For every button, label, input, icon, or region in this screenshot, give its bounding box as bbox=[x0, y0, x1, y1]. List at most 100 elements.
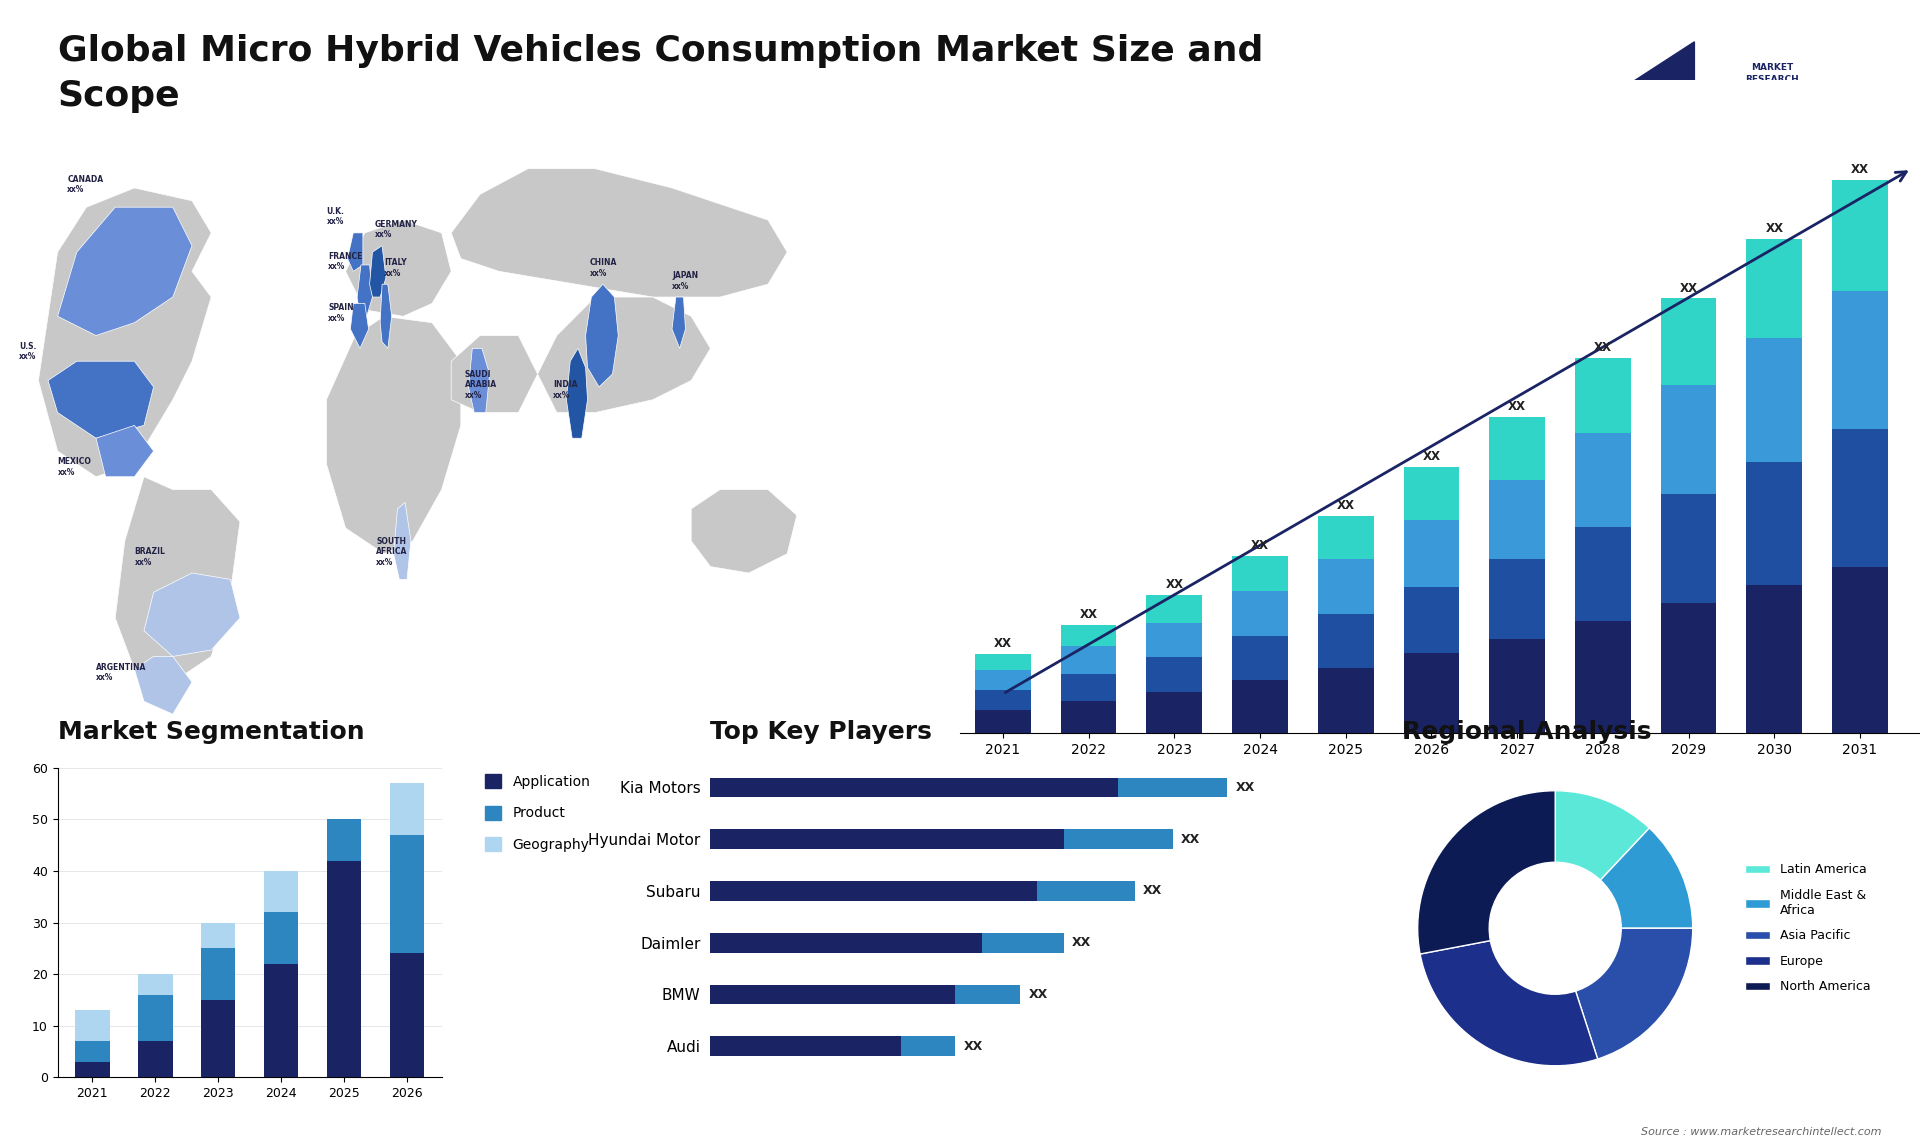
Text: Global Micro Hybrid Vehicles Consumption Market Size and
Scope: Global Micro Hybrid Vehicles Consumption… bbox=[58, 34, 1263, 113]
Polygon shape bbox=[96, 425, 154, 477]
Bar bbox=[710, 933, 983, 952]
Bar bbox=[1661, 385, 1716, 494]
Text: BRAZIL
xx%: BRAZIL xx% bbox=[134, 547, 165, 566]
Bar bbox=[1060, 646, 1116, 674]
Bar bbox=[75, 1011, 109, 1041]
Bar bbox=[1233, 556, 1288, 591]
Bar bbox=[263, 964, 298, 1077]
Text: Regional Analysis: Regional Analysis bbox=[1402, 720, 1651, 744]
Polygon shape bbox=[538, 297, 710, 413]
Bar bbox=[1747, 462, 1803, 586]
Text: U.S.
xx%: U.S. xx% bbox=[19, 342, 36, 361]
Text: Top Key Players: Top Key Players bbox=[710, 720, 933, 744]
Text: ITALY
xx%: ITALY xx% bbox=[384, 258, 407, 277]
Bar bbox=[710, 778, 1117, 798]
Bar bbox=[1060, 701, 1116, 733]
Bar bbox=[975, 709, 1031, 733]
Text: XX: XX bbox=[1423, 449, 1440, 463]
Bar bbox=[1317, 559, 1373, 614]
Bar bbox=[1832, 429, 1887, 567]
Text: XX: XX bbox=[964, 1039, 983, 1053]
Bar bbox=[326, 819, 361, 861]
Bar bbox=[1404, 587, 1459, 653]
Legend: Latin America, Middle East &
Africa, Asia Pacific, Europe, North America: Latin America, Middle East & Africa, Asi… bbox=[1740, 858, 1876, 998]
Polygon shape bbox=[38, 188, 211, 477]
Text: XX: XX bbox=[1181, 833, 1200, 846]
Bar bbox=[983, 933, 1064, 952]
Bar bbox=[1146, 622, 1202, 658]
Bar bbox=[1404, 653, 1459, 733]
Bar bbox=[1574, 433, 1630, 527]
Bar bbox=[1747, 338, 1803, 462]
Polygon shape bbox=[58, 207, 192, 336]
Bar bbox=[1404, 466, 1459, 520]
Polygon shape bbox=[357, 265, 372, 316]
Bar bbox=[202, 999, 236, 1077]
Bar bbox=[390, 784, 424, 834]
Text: U.K.
xx%: U.K. xx% bbox=[326, 207, 344, 227]
Text: XX: XX bbox=[1336, 499, 1356, 512]
Bar bbox=[1832, 180, 1887, 291]
Bar bbox=[1117, 778, 1227, 798]
Bar bbox=[975, 654, 1031, 670]
Text: Market Segmentation: Market Segmentation bbox=[58, 720, 365, 744]
Wedge shape bbox=[1555, 791, 1649, 880]
Bar bbox=[1317, 516, 1373, 559]
Polygon shape bbox=[48, 361, 154, 438]
Bar bbox=[1490, 559, 1546, 638]
Bar bbox=[1747, 586, 1803, 733]
Bar bbox=[263, 912, 298, 964]
Bar bbox=[954, 984, 1021, 1004]
Bar bbox=[1490, 638, 1546, 733]
Text: SAUDI
ARABIA
xx%: SAUDI ARABIA xx% bbox=[465, 370, 497, 400]
Bar bbox=[710, 881, 1037, 901]
Bar bbox=[138, 1041, 173, 1077]
Bar bbox=[326, 861, 361, 1077]
Bar bbox=[1574, 358, 1630, 433]
Text: XX: XX bbox=[1071, 936, 1091, 949]
Polygon shape bbox=[1622, 96, 1703, 143]
Bar bbox=[202, 949, 236, 999]
Text: XX: XX bbox=[1029, 988, 1048, 1000]
Text: ARGENTINA
xx%: ARGENTINA xx% bbox=[96, 662, 146, 682]
Text: GERMANY
xx%: GERMANY xx% bbox=[374, 220, 417, 240]
Polygon shape bbox=[380, 284, 392, 348]
Bar bbox=[975, 690, 1031, 709]
Text: SOUTH
AFRICA
xx%: SOUTH AFRICA xx% bbox=[376, 536, 407, 566]
Text: XX: XX bbox=[1680, 282, 1697, 295]
Legend: Application, Product, Geography: Application, Product, Geography bbox=[480, 769, 595, 857]
Polygon shape bbox=[468, 348, 490, 413]
Bar bbox=[1146, 658, 1202, 692]
Polygon shape bbox=[451, 168, 787, 297]
Bar bbox=[710, 830, 1064, 849]
Bar bbox=[710, 1036, 900, 1055]
Text: XX: XX bbox=[1079, 607, 1098, 621]
Bar bbox=[75, 1041, 109, 1061]
Bar bbox=[1317, 668, 1373, 733]
Wedge shape bbox=[1576, 928, 1693, 1059]
Bar bbox=[1233, 591, 1288, 636]
Text: SPAIN
xx%: SPAIN xx% bbox=[328, 304, 353, 323]
Polygon shape bbox=[326, 316, 461, 554]
Polygon shape bbox=[1617, 42, 1693, 93]
Bar bbox=[390, 834, 424, 953]
Bar bbox=[75, 1061, 109, 1077]
Bar bbox=[390, 953, 424, 1077]
Bar bbox=[202, 923, 236, 949]
Text: XX: XX bbox=[1507, 400, 1526, 414]
Bar bbox=[1233, 636, 1288, 680]
Bar bbox=[1037, 881, 1135, 901]
Bar bbox=[1661, 298, 1716, 385]
Text: XX: XX bbox=[995, 637, 1012, 651]
Bar bbox=[1574, 621, 1630, 733]
Bar bbox=[1060, 625, 1116, 646]
Text: JAPAN
xx%: JAPAN xx% bbox=[672, 272, 699, 291]
Polygon shape bbox=[369, 245, 386, 297]
Polygon shape bbox=[586, 284, 618, 387]
Bar bbox=[1064, 830, 1173, 849]
Bar bbox=[1832, 291, 1887, 429]
Text: XX: XX bbox=[1165, 578, 1183, 591]
Text: CANADA
xx%: CANADA xx% bbox=[67, 175, 104, 195]
Bar bbox=[1490, 480, 1546, 559]
Bar bbox=[1146, 595, 1202, 622]
